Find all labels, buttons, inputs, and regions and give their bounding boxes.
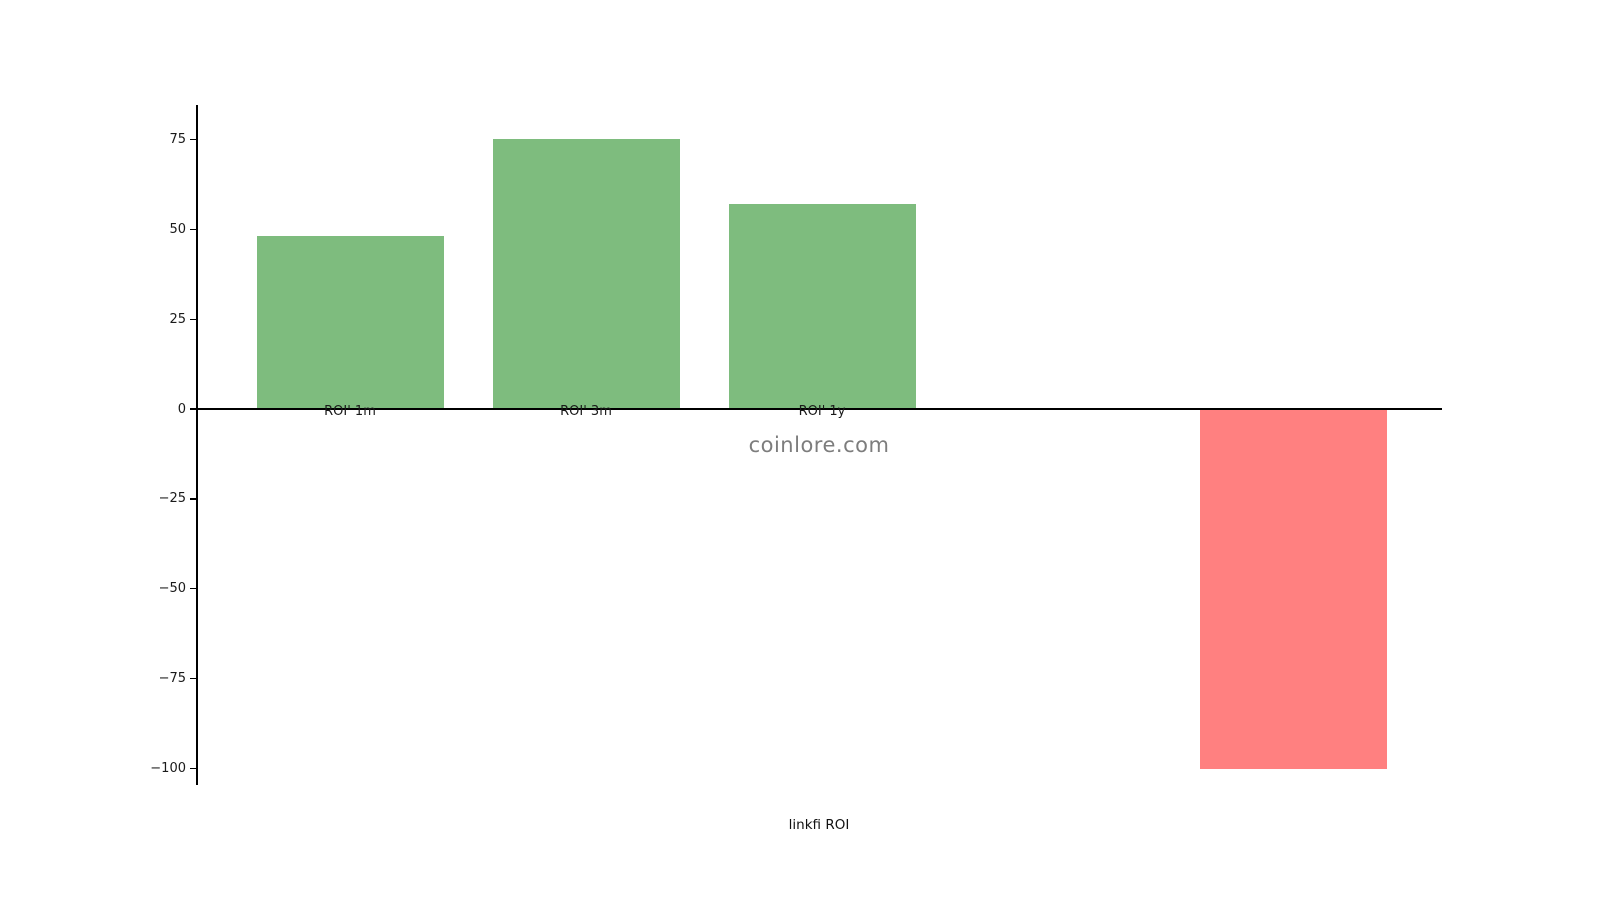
y-tick-label: −75 — [158, 671, 186, 687]
y-tick-mark — [190, 588, 197, 590]
x-axis-zero-line — [196, 408, 1442, 410]
y-tick-label: 50 — [169, 221, 186, 237]
y-tick-mark — [190, 678, 197, 680]
y-tick-label: −50 — [158, 581, 186, 597]
y-axis-line — [196, 105, 198, 785]
y-tick-mark — [190, 318, 197, 320]
x-tick-label: ROI' 1m — [324, 404, 376, 419]
chart-title: linkfi ROI — [788, 817, 850, 833]
y-tick-mark — [190, 498, 197, 500]
y-tick-label: −25 — [158, 491, 186, 507]
x-tick-label: ROI' 3m — [560, 404, 612, 419]
x-tick-label: ROI' 1y — [798, 404, 846, 419]
bar-roi-1y — [728, 204, 916, 409]
y-tick-label: 75 — [169, 131, 186, 147]
bar-roi-1m — [256, 236, 444, 409]
y-tick-mark — [190, 408, 197, 410]
y-tick-mark — [190, 228, 197, 230]
bar-roi-3m — [492, 139, 680, 409]
y-tick-label: −100 — [150, 761, 186, 776]
bar-negative-roi — [1199, 409, 1387, 769]
watermark-text: coinlore.com — [748, 433, 890, 457]
y-tick-mark — [190, 767, 197, 770]
y-tick-mark — [190, 138, 197, 141]
y-tick-label: 25 — [169, 311, 186, 327]
y-tick-label: 0 — [177, 401, 186, 417]
